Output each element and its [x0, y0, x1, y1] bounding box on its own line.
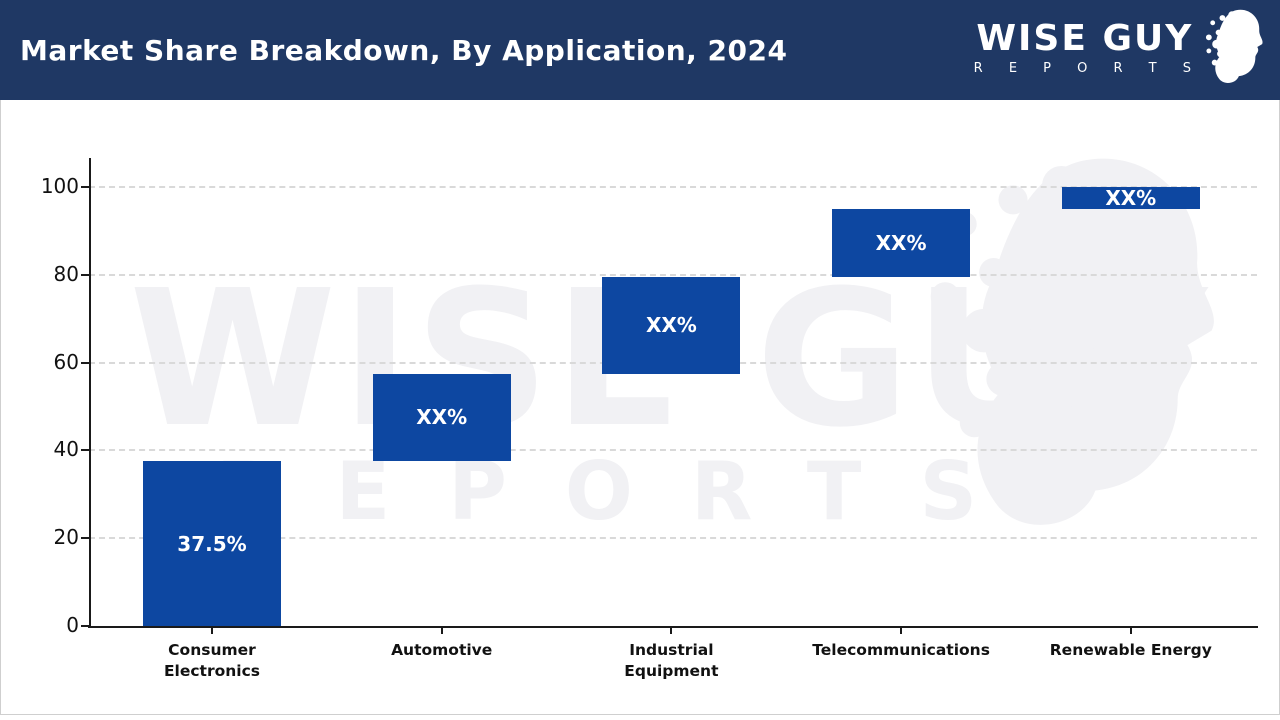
- watermark-subtext: REPORTS: [216, 445, 1036, 538]
- category-label-line: Industrial: [629, 641, 714, 659]
- grid-line: [89, 273, 1257, 276]
- y-tick-mark: [81, 361, 89, 364]
- category-label: Renewable Energy: [1021, 640, 1241, 661]
- x-tick-mark: [1129, 628, 1132, 634]
- bar-telecommunications: XX%: [832, 208, 971, 277]
- y-tick-label: 60: [53, 349, 79, 374]
- category-label-line: Consumer: [168, 641, 256, 659]
- x-tick-mark: [211, 628, 213, 634]
- category-label-line: Equipment: [624, 662, 719, 680]
- x-tick-mark: [670, 628, 673, 634]
- y-axis-line: [89, 158, 91, 628]
- y-tick-label: 100: [40, 174, 79, 198]
- bar-consumer-electronics: 37.5%: [143, 461, 281, 626]
- bar-automotive: XX%: [372, 373, 511, 462]
- x-tick-mark: [900, 628, 903, 634]
- bar-renewable-energy: XX%: [1061, 185, 1200, 210]
- watermark-head-icon: [930, 158, 1214, 525]
- brand-logo: WISE GUY R E P O R T S: [968, 6, 1266, 90]
- grid-line: [89, 186, 1257, 188]
- y-tick-mark: [81, 186, 89, 188]
- category-label-line: Telecommunications: [812, 641, 990, 659]
- y-tick-label: 0: [66, 613, 79, 637]
- category-label: Consumer Electronics: [102, 640, 322, 682]
- category-label: Automotive: [332, 640, 552, 661]
- category-label: Industrial Equipment: [561, 640, 781, 682]
- category-label-line: Electronics: [163, 662, 261, 680]
- y-tick-mark: [81, 273, 89, 276]
- x-axis-line: [88, 626, 1258, 628]
- y-tick-label: 20: [53, 525, 79, 550]
- brand-wordmark: WISE GUY R E P O R T S: [968, 19, 1202, 77]
- y-tick-label: 80: [53, 261, 79, 286]
- y-tick-mark: [81, 537, 89, 540]
- bar-value-label: XX%: [645, 313, 697, 338]
- bar-industrial-equipment: XX%: [602, 276, 741, 374]
- brand-head-icon: [1205, 9, 1263, 83]
- category-label-line: Automotive: [391, 641, 493, 659]
- page-title: Market Share Breakdown, By Application, …: [20, 33, 788, 67]
- grid-line: [89, 537, 1257, 540]
- bar-value-label: XX%: [416, 405, 468, 430]
- chart-card: WISE GUY REPORTS 0 20 40 60 80 100 37.5% Consum…: [0, 100, 1280, 715]
- bar-value-label: XX%: [875, 230, 927, 255]
- y-tick-label: 40: [53, 437, 79, 462]
- header-bar: Market Share Breakdown, By Application, …: [0, 0, 1280, 100]
- category-label: Telecommunications: [791, 640, 1011, 661]
- brand-name: WISE GUY: [976, 18, 1194, 59]
- category-label-line: Renewable Energy: [1049, 641, 1212, 659]
- brand-subtitle: R E P O R T S: [973, 61, 1202, 76]
- y-tick-mark: [81, 625, 89, 627]
- bar-value-label: 37.5%: [177, 531, 247, 556]
- x-tick-mark: [440, 628, 443, 634]
- grid-line: [89, 449, 1257, 452]
- y-tick-mark: [81, 449, 89, 452]
- bar-value-label: XX%: [1105, 185, 1157, 210]
